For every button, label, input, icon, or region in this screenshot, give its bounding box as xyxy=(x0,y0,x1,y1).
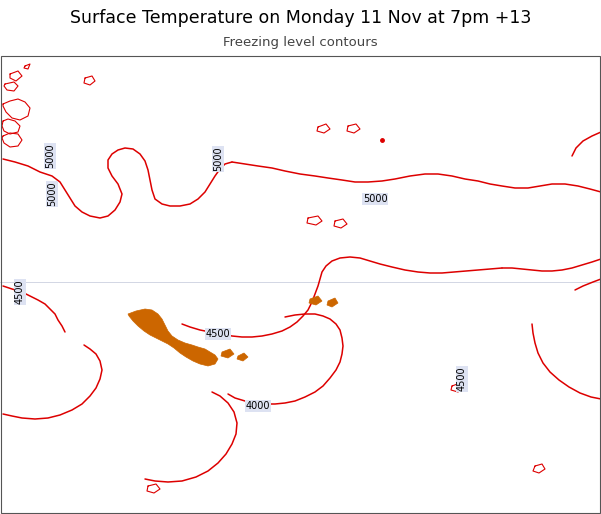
Text: 5000: 5000 xyxy=(47,181,57,206)
Text: 4500: 4500 xyxy=(457,366,467,391)
Text: 5000: 5000 xyxy=(213,146,223,171)
Polygon shape xyxy=(128,309,218,366)
Text: 4000: 4000 xyxy=(246,401,270,411)
Text: 4500: 4500 xyxy=(206,329,230,339)
Text: Surface Temperature on Monday 11 Nov at 7pm +13: Surface Temperature on Monday 11 Nov at … xyxy=(70,9,531,27)
Text: 5000: 5000 xyxy=(45,144,55,168)
Text: 4500: 4500 xyxy=(15,280,25,304)
Text: 5000: 5000 xyxy=(362,194,387,204)
Text: Freezing level contours: Freezing level contours xyxy=(223,36,378,49)
Polygon shape xyxy=(327,298,338,307)
Polygon shape xyxy=(221,349,234,358)
Polygon shape xyxy=(309,296,322,305)
Polygon shape xyxy=(237,353,248,361)
